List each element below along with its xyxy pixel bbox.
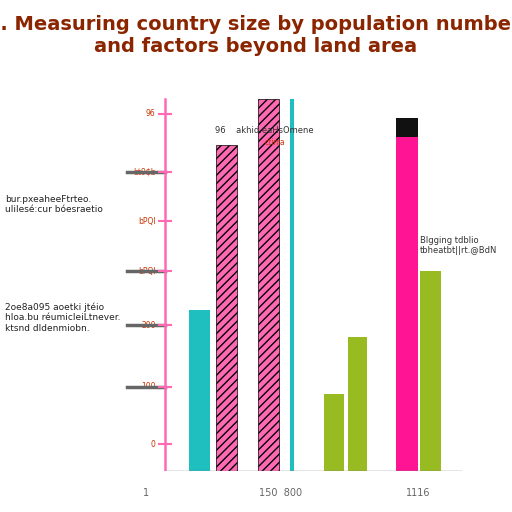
Bar: [396, 118, 418, 471]
Bar: [216, 145, 237, 471]
Bar: [396, 118, 418, 137]
Text: bt9$b: bt9$b: [133, 167, 156, 176]
Bar: [290, 98, 294, 471]
Text: bur.pxeaheeFtrteo.
ulilesé:cur bóesraetio: bur.pxeaheeFtrteo. ulilesé:cur bóesraeti…: [5, 195, 103, 215]
Text: 150  800: 150 800: [259, 488, 302, 498]
Text: 96    akhid.eaHsOmene: 96 akhid.eaHsOmene: [215, 126, 314, 135]
Text: 1116: 1116: [407, 488, 431, 498]
Bar: [189, 310, 210, 471]
Text: III. Measuring country size by population numbers
and factors beyond land area: III. Measuring country size by populatio…: [0, 15, 512, 56]
Text: 1: 1: [143, 488, 149, 498]
Text: 0: 0: [151, 440, 156, 449]
Text: 200: 200: [141, 321, 156, 330]
Bar: [348, 337, 367, 471]
Text: 100: 100: [141, 382, 156, 391]
Bar: [325, 394, 344, 471]
Text: ctirra: ctirra: [265, 138, 286, 146]
Bar: [258, 98, 280, 471]
Text: 96: 96: [146, 110, 156, 118]
Text: bPQI: bPQI: [138, 267, 156, 276]
Text: bPQI: bPQI: [138, 217, 156, 226]
Bar: [419, 271, 441, 471]
Text: Blgging tdblio
tbheatbt||rt.@BdN: Blgging tdblio tbheatbt||rt.@BdN: [420, 236, 497, 255]
Text: 2oe8a095 aoetki jtéio
hloa.bu réumicleiLtnever.
ktsnd dldenmiobn.: 2oe8a095 aoetki jtéio hloa.bu réumicleiL…: [5, 302, 121, 333]
